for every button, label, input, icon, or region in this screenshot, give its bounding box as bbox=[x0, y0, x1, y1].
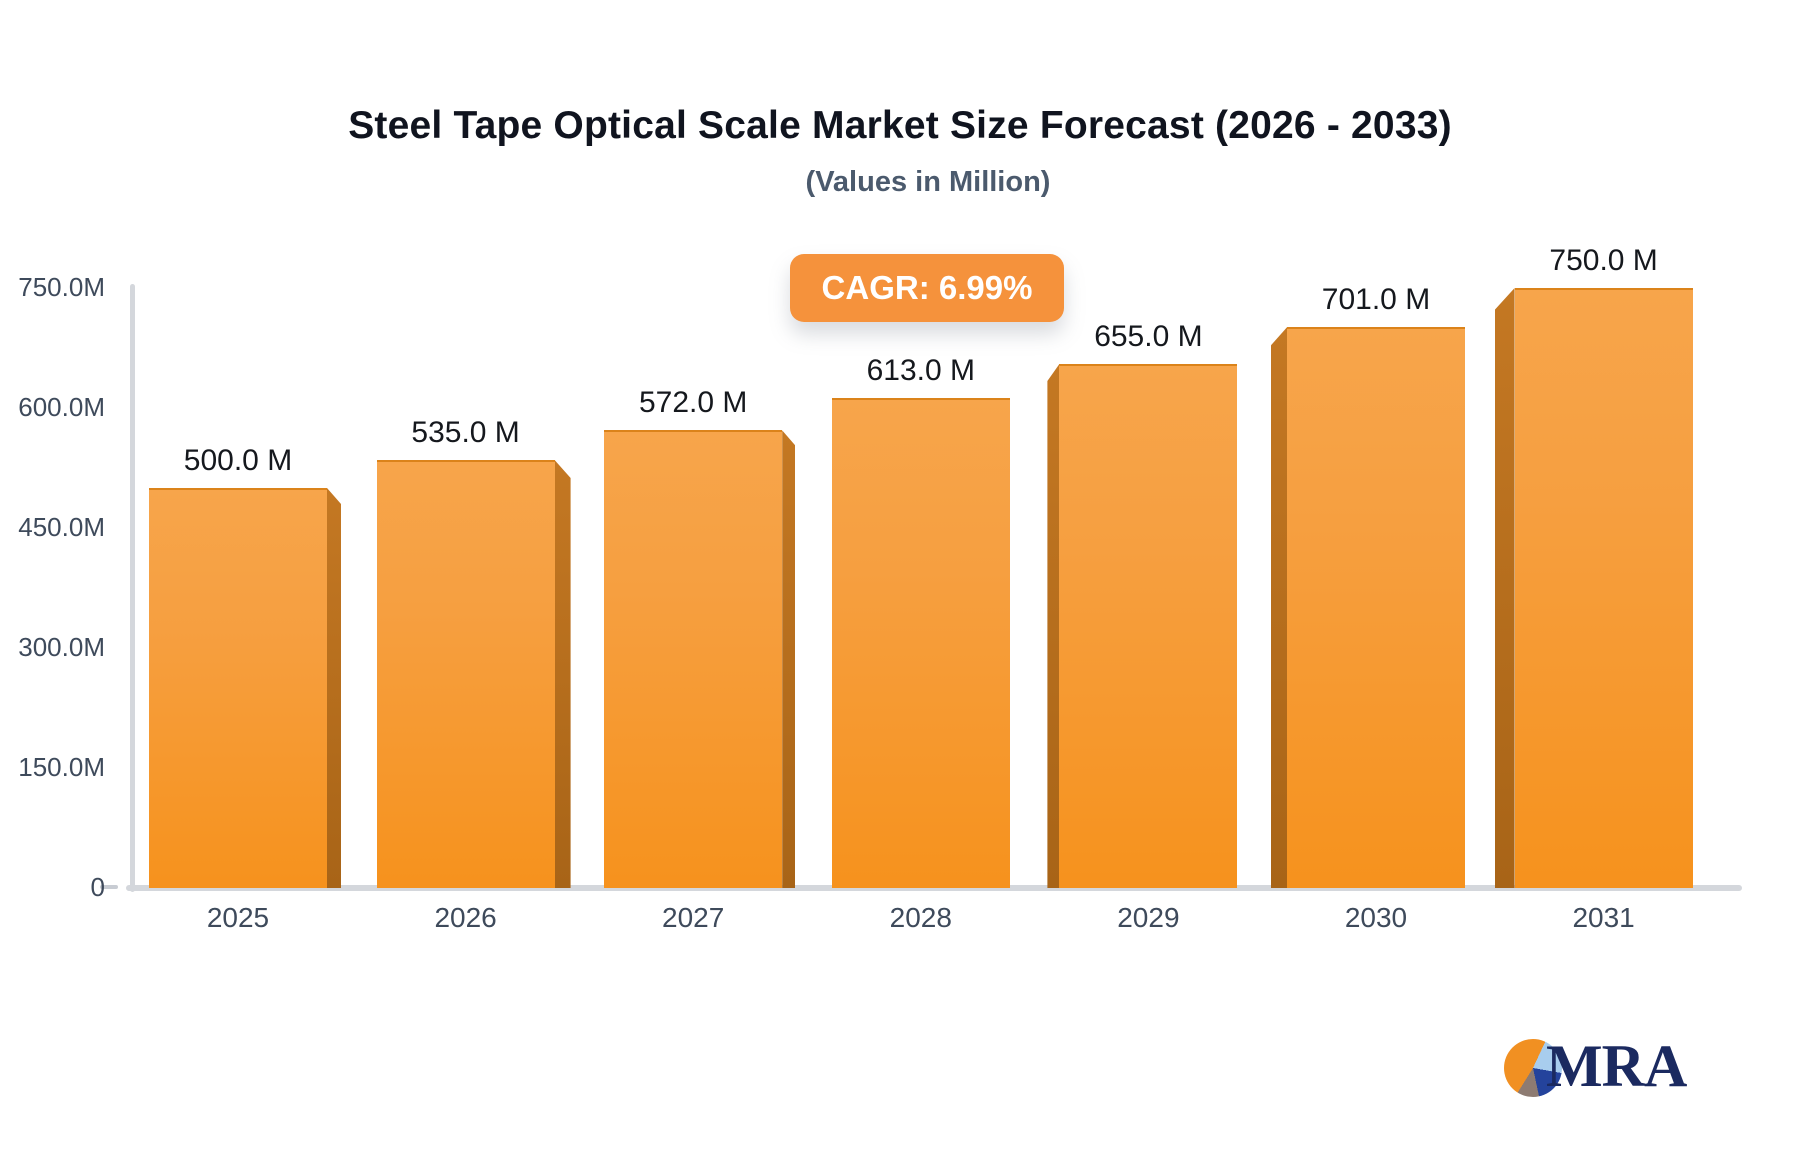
logo-text: MRA bbox=[1546, 1033, 1687, 1099]
bar-2026[interactable] bbox=[376, 460, 555, 888]
zero-tick-mark bbox=[100, 885, 118, 889]
x-axis-baseline bbox=[126, 885, 1742, 891]
y-tick-label: 300.0M bbox=[18, 632, 105, 662]
cagr-badge-label: CAGR: 6.99% bbox=[821, 269, 1033, 306]
x-tick-label: 2030 bbox=[1344, 902, 1408, 933]
bar-value-label: 750.0 M bbox=[1549, 244, 1658, 277]
bar-3d-side bbox=[1047, 364, 1060, 888]
chart-subtitle: (Values in Million) bbox=[805, 166, 1051, 198]
bar-value-label: 500.0 M bbox=[183, 444, 293, 477]
y-tick-label: 750.0M bbox=[18, 272, 105, 302]
bar-3d-side bbox=[554, 460, 571, 888]
y-tick-label: 0 bbox=[90, 872, 105, 902]
bar-2028[interactable] bbox=[831, 397, 1010, 888]
y-tick-label: 450.0M bbox=[18, 512, 105, 542]
bar-2031[interactable] bbox=[1514, 288, 1693, 888]
mra-logo: MRA bbox=[1504, 1028, 1744, 1118]
bar-value-label: 701.0 M bbox=[1321, 283, 1431, 317]
x-tick-label: 2031 bbox=[1572, 902, 1635, 933]
bar-2029[interactable] bbox=[1059, 364, 1238, 888]
bar-3d-side bbox=[327, 488, 341, 888]
x-tick-label: 2027 bbox=[662, 902, 725, 933]
bar-2027[interactable] bbox=[604, 430, 783, 888]
bar-value-label: 613.0 M bbox=[866, 353, 975, 387]
y-tick-label: 600.0M bbox=[18, 392, 105, 422]
y-axis-line bbox=[130, 284, 135, 892]
x-tick-label: 2028 bbox=[889, 902, 952, 933]
pie-chart-logo-icon bbox=[1504, 1039, 1562, 1097]
x-tick-label: 2029 bbox=[1117, 902, 1180, 933]
chart-title: Steel Tape Optical Scale Market Size For… bbox=[348, 104, 1452, 147]
bar-value-label: 572.0 M bbox=[638, 386, 748, 420]
x-tick-label: 2025 bbox=[206, 902, 270, 933]
y-tick-label: 150.0M bbox=[18, 752, 105, 782]
cagr-badge: CAGR: 6.99% bbox=[790, 254, 1064, 322]
bar-2025[interactable] bbox=[149, 488, 327, 888]
x-tick-label: 2026 bbox=[434, 902, 497, 933]
bar-value-label: 655.0 M bbox=[1094, 320, 1203, 353]
bar-value-label: 535.0 M bbox=[411, 416, 520, 449]
bar-3d-side bbox=[782, 430, 796, 888]
bar-2030[interactable] bbox=[1287, 327, 1465, 888]
bar-3d-side bbox=[1494, 288, 1515, 888]
bar-3d-side bbox=[1271, 327, 1287, 888]
